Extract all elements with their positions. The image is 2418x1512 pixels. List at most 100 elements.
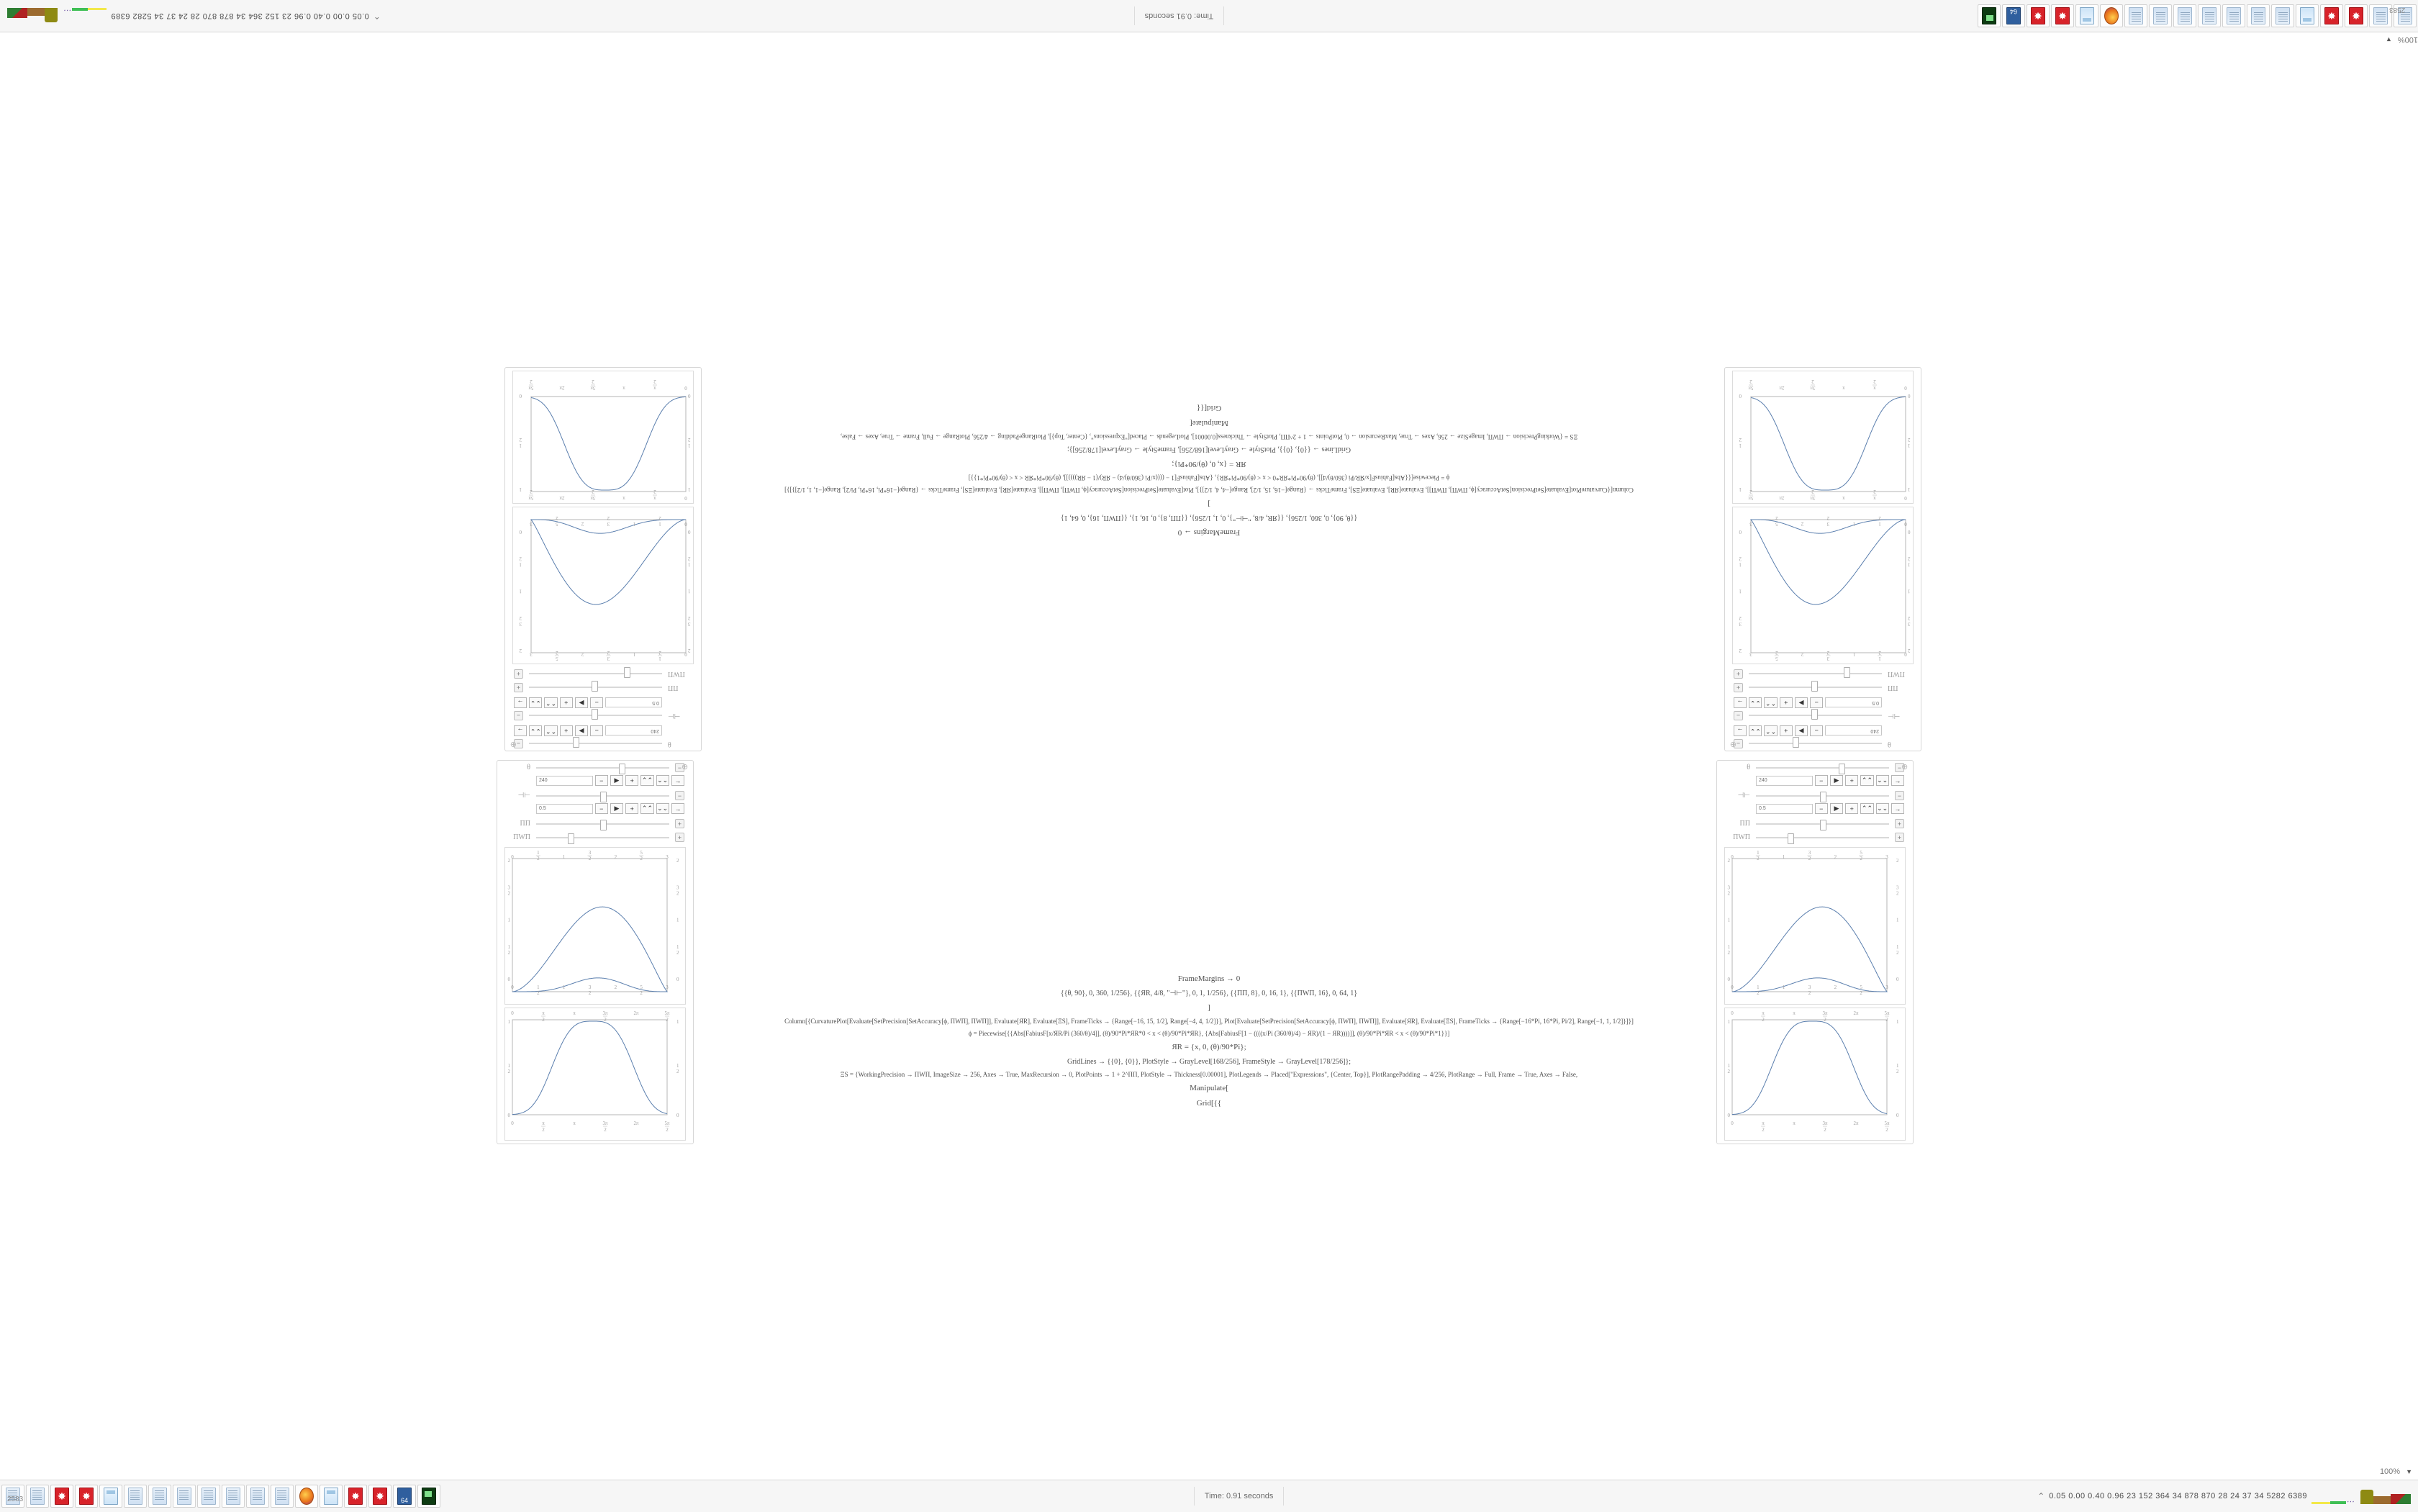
stepper-minus-button[interactable]: −	[594, 775, 608, 786]
stepper-next-button[interactable]: →	[513, 725, 527, 736]
slider-value-field[interactable]: 0.5	[1756, 803, 1813, 814]
taskbar-item-mathematica-3[interactable]	[344, 1485, 367, 1508]
stepper-next-button[interactable]: →	[513, 697, 527, 708]
slider-row[interactable]: ΠΠ +	[1717, 817, 1913, 830]
stepper-plus-button[interactable]: +	[1779, 725, 1793, 736]
stepper-plus-button[interactable]: +	[625, 803, 639, 814]
slider-value-field[interactable]: 240	[536, 775, 593, 786]
stepper-next-button[interactable]: →	[1733, 697, 1747, 708]
slider-row[interactable]: ΠΠ +	[497, 817, 693, 830]
plot-fabius-bump-plot[interactable]: 0 0 π 2 π 2 π π 3π 2 3π 2 2π 2π 5π 2 5π 2 0 0 1 2 1 2 1 1	[1724, 1008, 1906, 1141]
slider-row[interactable]: ⊣⊢ −	[1717, 789, 1913, 802]
taskbar[interactable]: Time: 0.91 seconds ⌃ 0.05 0.00 0.40 0.96 2…	[0, 1480, 2418, 1512]
taskbar-item-calculator-2[interactable]	[2075, 4, 2098, 27]
taskbar-item-firefox[interactable]	[295, 1485, 318, 1508]
slider[interactable]	[529, 667, 662, 679]
slider-thumb[interactable]	[1819, 819, 1826, 830]
gear-icon[interactable]: ⊕	[510, 740, 517, 748]
slider-value-field[interactable]: 0.5	[536, 803, 593, 814]
code-line[interactable]: Grid[{{	[1196, 404, 1222, 413]
code-line[interactable]: ϕ = Piecewise[{{Abs[FabiusF[x/ЯR/Pi (360…	[968, 1029, 1450, 1037]
slider-row[interactable]: ΠΠ +	[1725, 681, 1921, 694]
stepper-next-button[interactable]: →	[671, 775, 685, 786]
slider-toggle-button[interactable]: +	[675, 833, 684, 842]
code-line[interactable]: GridLines → {{0}, {0}}, PlotStyle → Gray…	[1067, 445, 1351, 454]
slider-row[interactable]: θ −	[505, 737, 701, 751]
taskbar-item-mathematica-3[interactable]	[2051, 4, 2074, 27]
slider[interactable]	[1749, 709, 1882, 720]
stepper-minus-button[interactable]: −	[1810, 725, 1824, 736]
stepper-down-button[interactable]: ⌄⌄	[1875, 775, 1889, 786]
slider-row[interactable]: ΠΠ +	[505, 681, 701, 694]
tray-expand-icon[interactable]: ⌃	[2037, 1491, 2045, 1501]
slider-value-field[interactable]: 0.5	[605, 697, 662, 708]
stepper-play-button[interactable]: ▶	[574, 697, 589, 708]
taskbar-item-notepad-3[interactable]	[2247, 4, 2270, 27]
stepper-minus-button[interactable]: −	[1814, 803, 1828, 814]
stepper-plus-button[interactable]: +	[1845, 775, 1859, 786]
slider-thumb[interactable]	[1811, 681, 1819, 692]
slider[interactable]	[529, 737, 662, 748]
stepper-play-button[interactable]: ▶	[574, 725, 589, 736]
slider-value-field[interactable]: 240	[1756, 775, 1813, 786]
stepper-down-button[interactable]: ⌄⌄	[529, 725, 543, 736]
slider-button-row[interactable]: 240− ▶ + ⌃⌃ ⌄⌄ →	[505, 723, 701, 737]
taskbar-item-notepad-4[interactable]	[2222, 4, 2245, 27]
slider-button-row[interactable]: 240− ▶ + ⌃⌃ ⌄⌄ →	[497, 774, 693, 789]
slider-thumb[interactable]	[592, 709, 599, 720]
stepper-next-button[interactable]: →	[671, 803, 685, 814]
tray-expand-icon[interactable]: ⌃	[373, 11, 381, 21]
zoom-control[interactable]: 100% ▼	[0, 32, 2418, 47]
slider-thumb[interactable]	[1811, 709, 1819, 720]
code-line[interactable]: Grid[{{	[1196, 1098, 1222, 1108]
slider-toggle-button[interactable]: +	[1734, 669, 1743, 679]
slider-button-row[interactable]: 0.5− ▶ + ⌃⌃ ⌄⌄ →	[505, 694, 701, 709]
slider-value-field[interactable]: 240	[605, 725, 662, 736]
taskbar-item-notepad-4[interactable]	[173, 1485, 196, 1508]
code-line[interactable]: FrameMargins → 0	[1177, 528, 1241, 537]
slider-row[interactable]: ΠWΠ +	[1717, 830, 1913, 844]
slider-thumb[interactable]	[568, 833, 575, 844]
taskbar-item-notepad-8[interactable]	[2124, 4, 2147, 27]
slider-thumb[interactable]	[1838, 763, 1845, 774]
stepper-play-button[interactable]: ▶	[610, 775, 624, 786]
code-line[interactable]: ϕ = Piecewise[{{Abs[FabiusF[x/ЯR/Pi (360…	[968, 474, 1450, 482]
code-line[interactable]: GridLines → {{0}, {0}}, PlotStyle → Gray…	[1067, 1057, 1351, 1066]
code-line[interactable]: {{θ, 90}, 0, 360, 1/256}, {{ЯR, 4/8, "⊣⊢…	[1060, 514, 1358, 522]
code-line[interactable]: Manipulate[	[1190, 1083, 1228, 1092]
gear-icon[interactable]: ⊕	[1901, 763, 1908, 771]
slider-toggle-button[interactable]: −	[675, 791, 684, 800]
stepper-down-button[interactable]: ⌄⌄	[656, 775, 669, 786]
slider-value-field[interactable]: 0.5	[1825, 697, 1882, 708]
slider-thumb[interactable]	[1843, 667, 1850, 679]
slider-thumb[interactable]	[1819, 791, 1826, 802]
system-tray[interactable]: ⌃ 0.05 0.00 0.40 0.96 23 152 364 34 878 8…	[2037, 1480, 2418, 1512]
stepper-up-button[interactable]: ⌃⌃	[544, 725, 558, 736]
stepper-down-button[interactable]: ⌄⌄	[1749, 697, 1762, 708]
slider[interactable]	[536, 791, 669, 802]
slider-thumb[interactable]	[1788, 833, 1795, 844]
taskbar-item-mathematica-4[interactable]	[2027, 4, 2050, 27]
slider-button-row[interactable]: 240− ▶ + ⌃⌃ ⌄⌄ →	[1725, 723, 1921, 737]
taskbar-item-calculator-1[interactable]	[99, 1485, 122, 1508]
taskbar-item-terminal[interactable]	[417, 1485, 440, 1508]
code-line[interactable]: {{θ, 90}, 0, 360, 1/256}, {{ЯR, 4/8, "⊣⊢…	[1060, 989, 1358, 997]
slider-row[interactable]: ⊣⊢ −	[505, 709, 701, 723]
slider-row[interactable]: ΠWΠ +	[1725, 667, 1921, 681]
plot-fabius-bump-plot[interactable]: 0 0 π 2 π 2 π π 3π 2 3π 2 2π 2π 5π 2 5π 2 0 0 1 2 1 2 1 1	[1732, 371, 1914, 504]
gear-icon[interactable]: ⊕	[682, 763, 689, 771]
stepper-next-button[interactable]: →	[1733, 725, 1747, 736]
stepper-up-button[interactable]: ⌃⌃	[1860, 803, 1874, 814]
stepper-play-button[interactable]: ▶	[1829, 803, 1844, 814]
taskbar-item-notepad-3[interactable]	[148, 1485, 171, 1508]
slider-thumb[interactable]	[592, 681, 599, 692]
stepper-plus-button[interactable]: +	[625, 775, 639, 786]
slider[interactable]	[1749, 681, 1882, 692]
plot-fabius-bump-plot[interactable]: 0 0 π 2 π 2 π π 3π 2 3π 2 2π 2π 5π 2 5π 2 0 0 1 2 1 2 1 1	[512, 371, 694, 504]
taskbar-item-notepad-2[interactable]	[124, 1485, 147, 1508]
slider-button-row[interactable]: 0.5− ▶ + ⌃⌃ ⌄⌄ →	[1725, 694, 1921, 709]
code-line[interactable]: ЯR = {x, 0, (θ)/90*Pi};	[1172, 1042, 1246, 1051]
